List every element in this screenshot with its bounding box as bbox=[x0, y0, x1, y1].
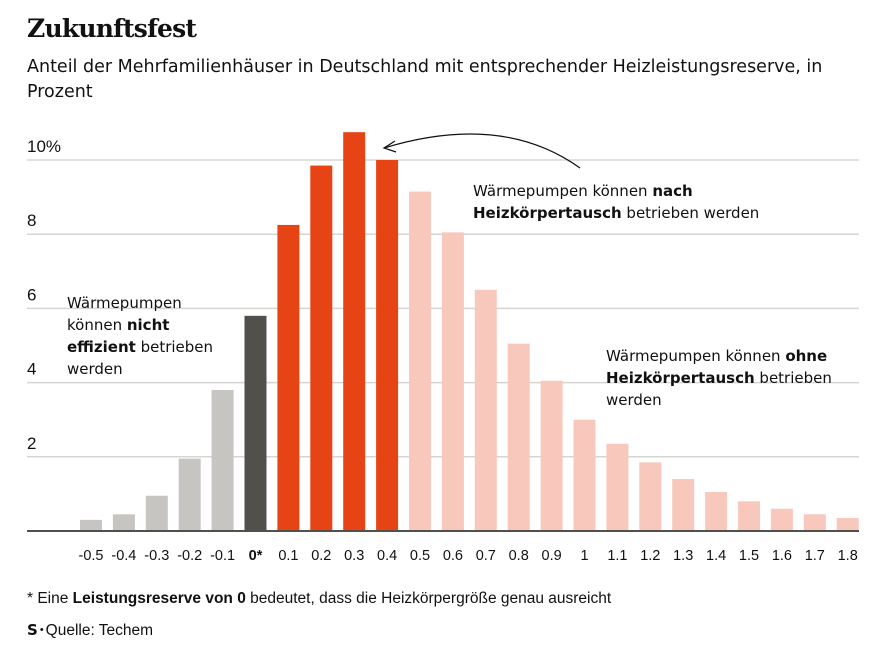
annotation-after-swap: Wärmepumpen können nach Heizkörpertausch… bbox=[473, 180, 773, 224]
bar bbox=[639, 462, 662, 531]
x-tick-label: 1.3 bbox=[673, 548, 693, 564]
x-tick-label: 1.2 bbox=[640, 548, 660, 564]
annotation-text: betrieben werden bbox=[606, 369, 832, 409]
bar bbox=[705, 492, 728, 531]
x-tick-label: -0.1 bbox=[210, 548, 235, 564]
bar bbox=[573, 419, 596, 531]
bar bbox=[178, 458, 201, 531]
source-line: S • Quelle: Techem bbox=[27, 621, 153, 640]
bar bbox=[376, 160, 399, 531]
x-tick-label: -0.3 bbox=[144, 548, 169, 564]
x-tick-label: 1.6 bbox=[772, 548, 792, 564]
annotation-bold: nicht effizient bbox=[67, 316, 170, 356]
bar bbox=[738, 501, 760, 531]
y-tick-label: 2 bbox=[27, 434, 36, 453]
bar bbox=[310, 165, 333, 531]
bar bbox=[672, 479, 695, 531]
x-tick-label: 1.4 bbox=[706, 548, 726, 564]
bar bbox=[244, 315, 267, 531]
spiegel-logo: S bbox=[27, 621, 38, 639]
annotation-bold: ohne Heizkörpertausch bbox=[606, 347, 828, 387]
x-tick-label: 0.4 bbox=[377, 548, 397, 564]
bar bbox=[343, 132, 366, 532]
annotation-text: Wärmepumpen können bbox=[606, 347, 786, 365]
y-tick-label: 6 bbox=[27, 285, 36, 304]
footnote: * Eine Leistungsreserve von 0 bedeutet, … bbox=[27, 590, 611, 608]
x-tick-label: 1.5 bbox=[739, 548, 759, 564]
y-tick-label: 10% bbox=[27, 137, 61, 156]
annotation-inefficient: Wärmepumpen können nicht effizient betri… bbox=[67, 292, 227, 380]
annotation-text: betrieben werden bbox=[67, 338, 214, 378]
y-tick-label: 4 bbox=[27, 360, 36, 379]
x-tick-label: 1.1 bbox=[607, 548, 627, 564]
bar bbox=[409, 191, 431, 531]
bar bbox=[80, 519, 102, 531]
chart-subtitle: Anteil der Mehrfamilienhäuser in Deutsch… bbox=[27, 57, 823, 102]
footnote-bold: Leistungsreserve von 0 bbox=[72, 590, 246, 607]
x-tick-label: 0.8 bbox=[509, 548, 529, 564]
x-tick-label: 1.7 bbox=[805, 548, 825, 564]
annotation-text: Wärmepumpen können bbox=[67, 294, 182, 334]
annotation-text: Wärmepumpen können bbox=[473, 182, 653, 200]
x-tick-label: 0.1 bbox=[278, 548, 298, 564]
x-tick-label: 0.2 bbox=[311, 548, 331, 564]
bar bbox=[770, 508, 793, 531]
x-tick-label: 0* bbox=[249, 548, 263, 564]
bar bbox=[474, 289, 497, 531]
x-axis-ticks: -0.5 -0.4 -0.3 -0.2 -0.1 0* 0.1 0.2 0.3 0.4 0.5 0.6… bbox=[79, 548, 858, 564]
x-tick-label: 1 bbox=[580, 548, 588, 564]
annotation-bold: nach Heizkörpertausch bbox=[473, 182, 693, 222]
bar bbox=[507, 343, 530, 531]
annotation-without-swap: Wärmepumpen können ohne Heizkörpertausch… bbox=[606, 345, 856, 411]
x-tick-label: 1.8 bbox=[838, 548, 858, 564]
y-tick-label: 8 bbox=[27, 211, 36, 230]
x-tick-label: 0.9 bbox=[542, 548, 562, 564]
bar bbox=[211, 390, 234, 531]
x-tick-label: 0.7 bbox=[476, 548, 496, 564]
annotation-text: betrieben werden bbox=[621, 204, 760, 222]
x-tick-label: -0.5 bbox=[79, 548, 104, 564]
y-axis-ticks: 2 4 6 8 10% bbox=[27, 137, 61, 453]
chart-title: Zukunftsfest bbox=[27, 14, 197, 43]
x-tick-label: 0.3 bbox=[344, 548, 364, 564]
annotation-arrow bbox=[382, 133, 581, 169]
bar bbox=[803, 514, 826, 531]
bar bbox=[836, 518, 859, 531]
bar bbox=[606, 443, 629, 531]
source-separator: • bbox=[39, 624, 44, 636]
x-tick-label: 0.5 bbox=[410, 548, 430, 564]
bar bbox=[277, 224, 300, 532]
x-tick-label: 0.6 bbox=[443, 548, 463, 564]
source-text: Quelle: Techem bbox=[45, 622, 154, 639]
footnote-text: bedeutet, dass die Heizkörpergröße genau… bbox=[245, 590, 612, 607]
footnote-text: * Eine bbox=[27, 590, 73, 607]
bar bbox=[145, 495, 168, 531]
x-tick-label: -0.4 bbox=[111, 548, 136, 564]
bar bbox=[441, 232, 464, 531]
bar bbox=[540, 380, 563, 531]
bar bbox=[112, 514, 135, 531]
bars bbox=[80, 132, 859, 532]
x-tick-label: -0.2 bbox=[177, 548, 202, 564]
